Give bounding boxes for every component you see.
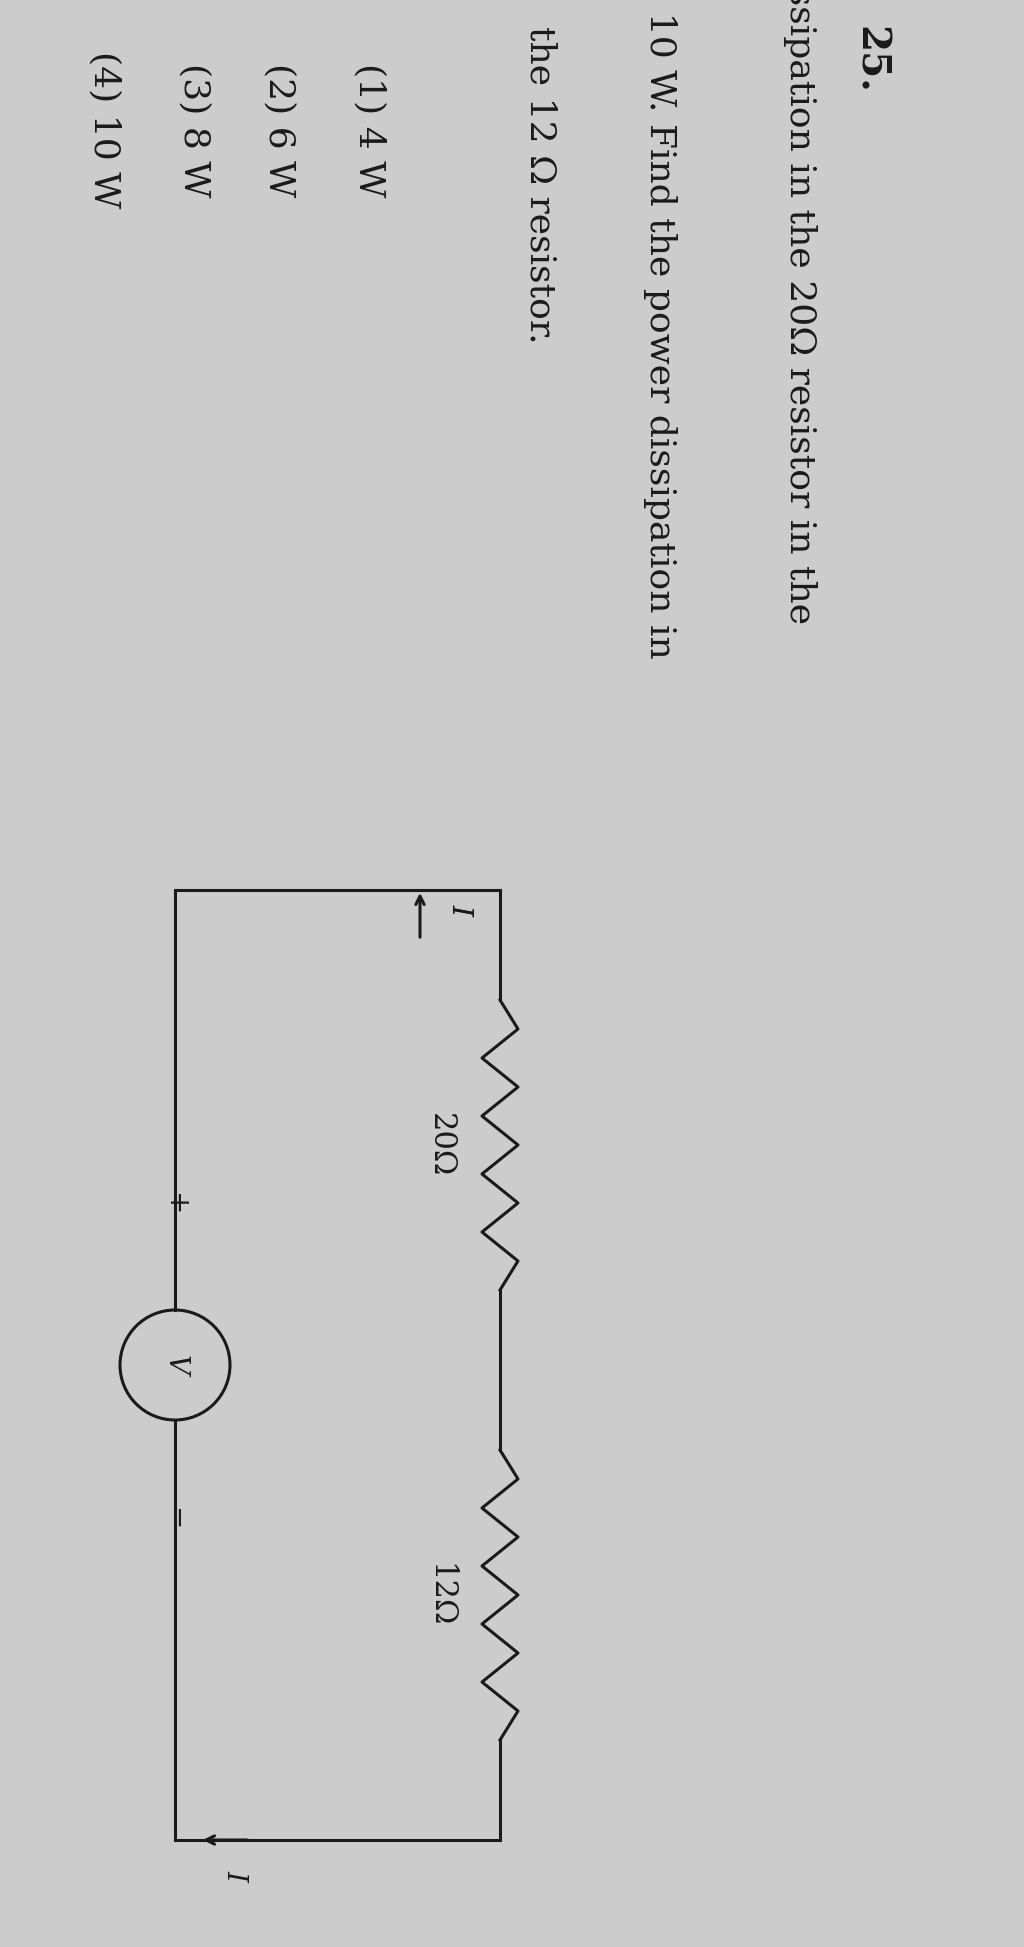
Text: (3) 8 W: (3) 8 W <box>178 62 212 197</box>
Text: The power dissipation in the 20Ω resistor in the: The power dissipation in the 20Ω resisto… <box>783 0 817 625</box>
Text: (2) 6 W: (2) 6 W <box>263 62 297 197</box>
Text: V: V <box>162 1355 188 1375</box>
Text: 25.: 25. <box>851 25 889 93</box>
Text: (4) 10 W: (4) 10 W <box>88 51 122 208</box>
Text: the 12 Ω resistor.: the 12 Ω resistor. <box>523 25 557 345</box>
Text: +: + <box>161 1194 189 1217</box>
Text: 20Ω: 20Ω <box>425 1114 456 1178</box>
Text: I: I <box>221 1869 249 1881</box>
Text: circuit shown is 10 W. Find the power dissipation in: circuit shown is 10 W. Find the power di… <box>643 0 677 658</box>
Text: I: I <box>446 905 473 915</box>
Text: −: − <box>161 1509 189 1532</box>
Text: (1) 4 W: (1) 4 W <box>353 62 387 197</box>
Text: 12Ω: 12Ω <box>425 1563 456 1628</box>
Text: I: I <box>446 905 473 915</box>
